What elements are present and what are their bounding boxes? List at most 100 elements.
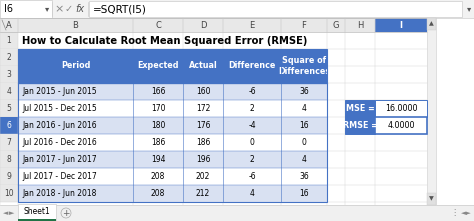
Bar — [375, 117, 427, 134]
Text: +: + — [62, 208, 70, 217]
Bar — [0, 168, 18, 185]
Bar — [281, 168, 327, 185]
Text: =SQRT(I5): =SQRT(I5) — [93, 4, 147, 14]
Text: ◄: ◄ — [3, 210, 9, 216]
Bar — [223, 49, 281, 83]
Bar — [427, 18, 436, 205]
Text: 194: 194 — [151, 155, 165, 164]
Bar — [133, 151, 183, 168]
Text: ►: ► — [9, 210, 15, 216]
Bar — [427, 18, 436, 30]
Text: RMSE =: RMSE = — [343, 121, 377, 130]
Text: 16: 16 — [299, 189, 309, 198]
Bar — [375, 18, 427, 32]
Bar — [0, 117, 18, 134]
Bar — [18, 83, 327, 202]
Text: Actual: Actual — [189, 61, 218, 70]
Bar — [133, 49, 183, 83]
Bar — [18, 100, 133, 117]
Bar — [223, 151, 281, 168]
Text: Expected: Expected — [137, 61, 179, 70]
Bar — [183, 100, 223, 117]
Text: 0: 0 — [301, 138, 306, 147]
Bar — [0, 32, 18, 49]
Text: E: E — [249, 21, 255, 29]
Text: D: D — [200, 21, 206, 29]
Text: 180: 180 — [151, 121, 165, 130]
Text: 170: 170 — [151, 104, 165, 113]
Text: 208: 208 — [151, 189, 165, 198]
Text: Jan 2015 - Jun 2015: Jan 2015 - Jun 2015 — [22, 87, 97, 96]
Text: -6: -6 — [248, 87, 256, 96]
Text: 160: 160 — [196, 87, 210, 96]
Bar — [223, 185, 281, 202]
Text: H: H — [357, 21, 363, 29]
Bar — [0, 134, 18, 151]
Text: 16: 16 — [299, 121, 309, 130]
Bar — [18, 168, 133, 185]
Text: 3: 3 — [7, 70, 11, 79]
Text: 172: 172 — [196, 104, 210, 113]
Text: ⋮: ⋮ — [450, 208, 458, 217]
Text: 9: 9 — [7, 172, 11, 181]
Bar — [0, 100, 18, 117]
Text: Jul 2016 - Dec 2016: Jul 2016 - Dec 2016 — [22, 138, 97, 147]
Text: ◄►: ◄► — [461, 210, 471, 216]
Text: ✓: ✓ — [65, 4, 73, 14]
Text: 202: 202 — [196, 172, 210, 181]
Text: ▾: ▾ — [45, 4, 49, 13]
Text: Jul 2015 - Dec 2015: Jul 2015 - Dec 2015 — [22, 104, 97, 113]
Bar — [18, 49, 327, 83]
Bar — [345, 100, 375, 117]
Text: 176: 176 — [196, 121, 210, 130]
Bar — [223, 83, 281, 100]
Text: 166: 166 — [151, 87, 165, 96]
Bar — [133, 168, 183, 185]
Bar — [183, 83, 223, 100]
Bar — [183, 49, 223, 83]
Bar — [0, 0, 52, 18]
Bar — [18, 117, 133, 134]
Bar — [89, 1, 462, 17]
Bar — [183, 151, 223, 168]
Bar — [18, 134, 133, 151]
Text: 8: 8 — [7, 155, 11, 164]
Bar — [0, 49, 18, 66]
Text: 1: 1 — [7, 36, 11, 45]
Text: B: B — [73, 21, 78, 29]
Text: Period: Period — [61, 61, 90, 70]
Bar — [183, 117, 223, 134]
Text: fx: fx — [75, 4, 84, 14]
Bar — [183, 168, 223, 185]
Text: A: A — [6, 21, 12, 29]
Bar — [133, 100, 183, 117]
Text: MSE =: MSE = — [346, 104, 374, 113]
Bar — [0, 18, 427, 32]
Text: 186: 186 — [151, 138, 165, 147]
Text: I6: I6 — [4, 4, 13, 14]
Bar — [0, 0, 474, 18]
Bar — [133, 134, 183, 151]
Text: ×: × — [55, 4, 64, 14]
Text: 212: 212 — [196, 189, 210, 198]
Text: 36: 36 — [299, 172, 309, 181]
Bar — [281, 83, 327, 100]
Bar — [18, 151, 133, 168]
Text: Jul 2017 - Dec 2017: Jul 2017 - Dec 2017 — [22, 172, 97, 181]
Bar — [18, 219, 56, 221]
Bar — [18, 83, 133, 100]
Text: 6: 6 — [7, 121, 11, 130]
Text: 7: 7 — [7, 138, 11, 147]
Text: Jan 2018 - Jun 2018: Jan 2018 - Jun 2018 — [22, 189, 96, 198]
Text: G: G — [333, 21, 339, 29]
Text: Sheet1: Sheet1 — [24, 208, 50, 217]
Bar — [18, 185, 133, 202]
Text: 208: 208 — [151, 172, 165, 181]
Bar — [223, 117, 281, 134]
Bar — [18, 49, 133, 83]
Text: Jan 2016 - Jun 2016: Jan 2016 - Jun 2016 — [22, 121, 97, 130]
Text: 4.0000: 4.0000 — [387, 121, 415, 130]
Text: ▼: ▼ — [429, 196, 434, 202]
Text: 10: 10 — [4, 189, 14, 198]
Bar — [0, 151, 18, 168]
